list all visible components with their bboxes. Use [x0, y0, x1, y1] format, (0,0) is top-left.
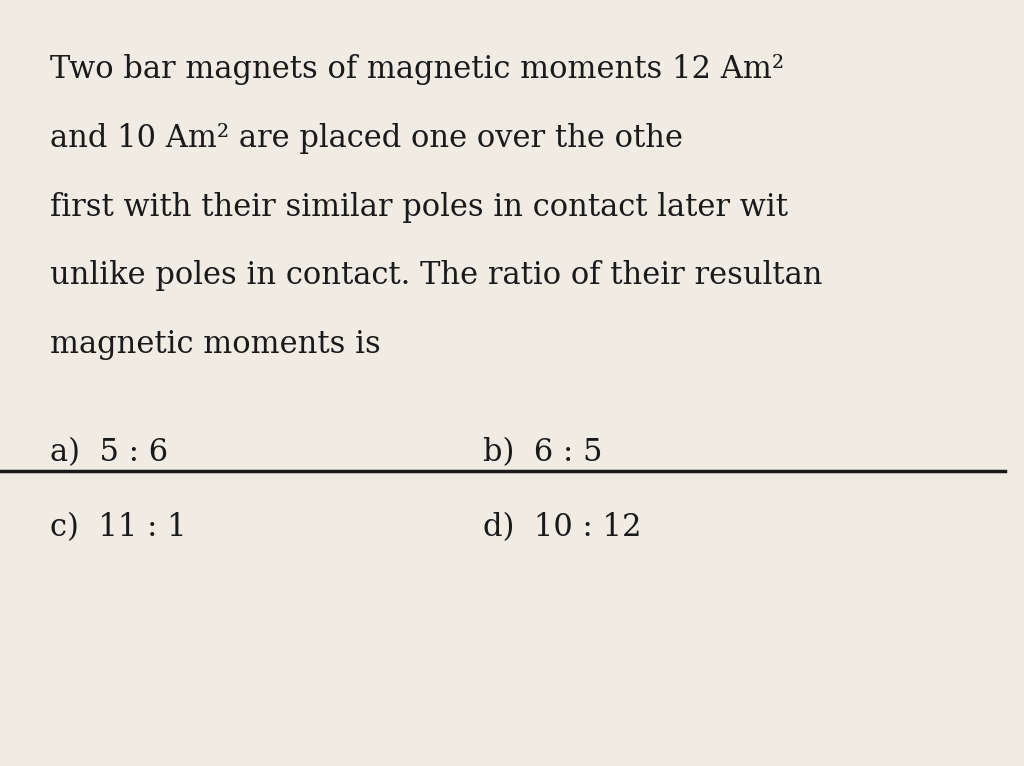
Text: first with their similar poles in contact later wit: first with their similar poles in contac…: [50, 192, 788, 222]
Text: a)  5 : 6: a) 5 : 6: [50, 437, 168, 467]
Text: magnetic moments is: magnetic moments is: [50, 329, 381, 360]
Text: Two bar magnets of magnetic moments 12 Am²: Two bar magnets of magnetic moments 12 A…: [50, 54, 784, 84]
Text: unlike poles in contact. The ratio of their resultan: unlike poles in contact. The ratio of th…: [50, 260, 822, 291]
Text: d)  10 : 12: d) 10 : 12: [482, 512, 641, 543]
Text: b)  6 : 5: b) 6 : 5: [482, 437, 602, 467]
Text: and 10 Am² are placed one over the othe: and 10 Am² are placed one over the othe: [50, 123, 683, 153]
Text: c)  11 : 1: c) 11 : 1: [50, 512, 187, 543]
